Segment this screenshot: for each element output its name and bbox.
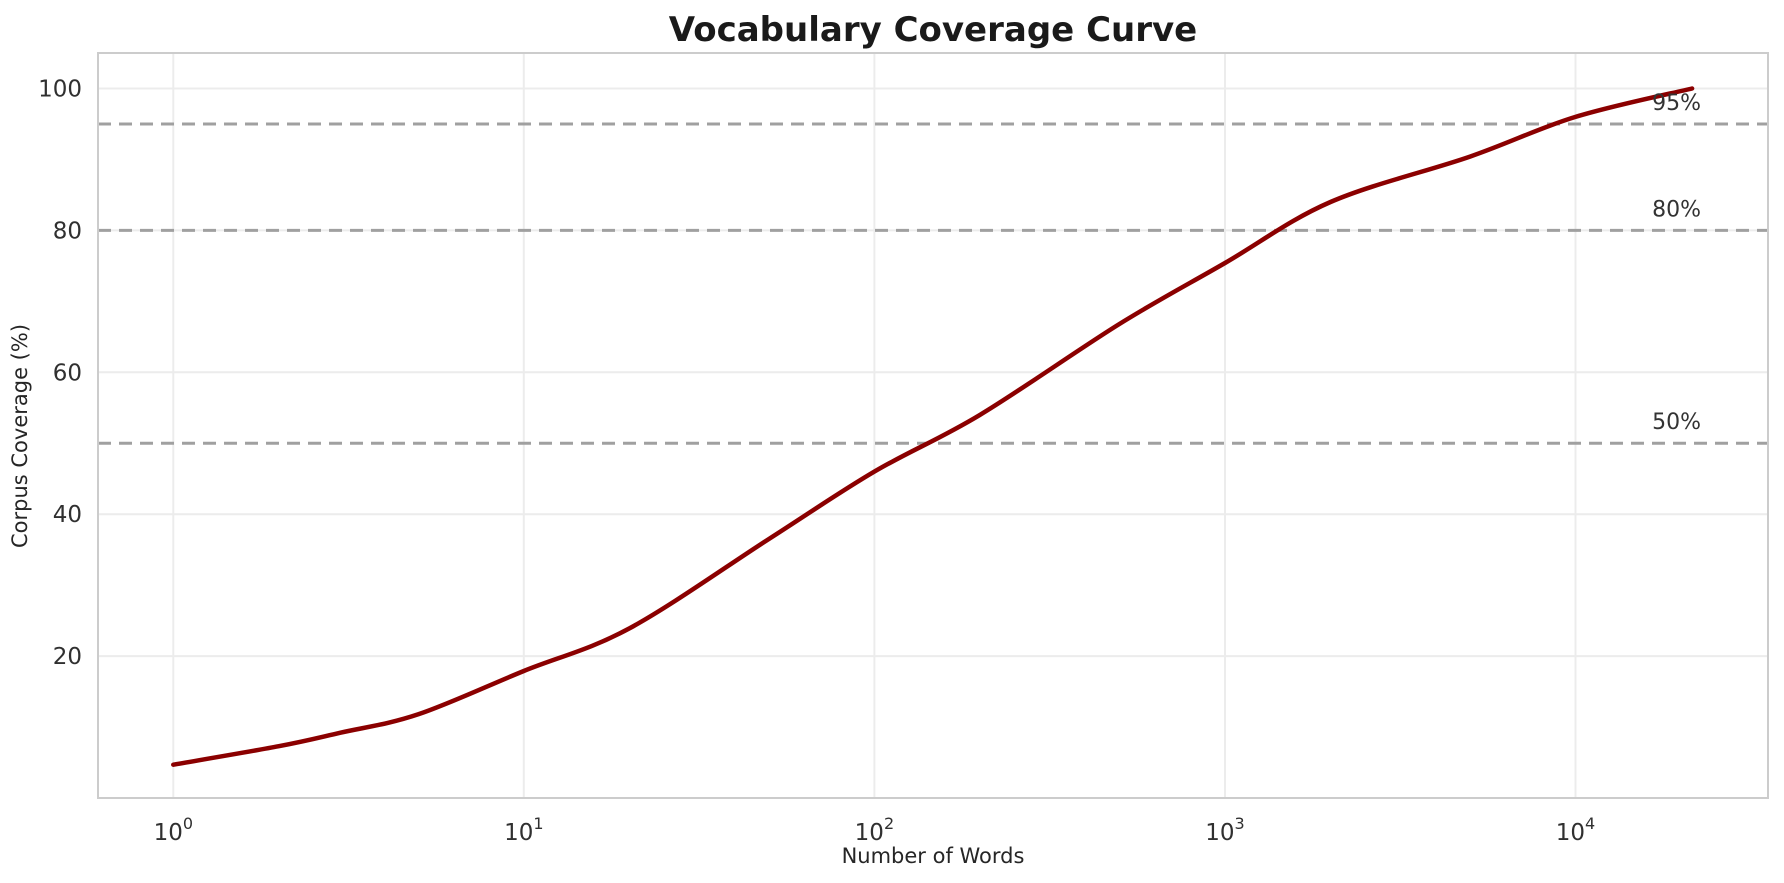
- x-tick-10e4: 104: [1556, 814, 1595, 846]
- reference-label-95: 95%: [1652, 91, 1701, 116]
- coverage-curve: [171, 86, 1695, 767]
- x-tick-10e1: 101: [504, 814, 543, 846]
- y-tick-20: 20: [53, 644, 82, 670]
- x-tick-exponent: 0: [183, 814, 193, 833]
- x-tick-exponent: 1: [533, 814, 543, 833]
- reference-lines: [98, 122, 1768, 445]
- x-tick-10e2: 102: [855, 814, 894, 846]
- y-tick-80: 80: [53, 218, 82, 244]
- y-tick-100: 100: [38, 77, 82, 103]
- x-tick-exponent: 2: [884, 814, 894, 833]
- y-tick-60: 60: [53, 360, 82, 386]
- x-tick-exponent: 4: [1585, 814, 1595, 833]
- plot-border: [97, 52, 1769, 799]
- x-tick-exponent: 3: [1235, 814, 1245, 833]
- y-tick-labels: 20 40 60 80 100: [38, 77, 82, 671]
- reference-line-labels: 50% 80% 95%: [1652, 91, 1701, 435]
- grid-lines: [98, 53, 1768, 798]
- x-tick-10e3: 103: [1205, 814, 1244, 846]
- x-axis-label: Number of Words: [842, 844, 1025, 868]
- y-axis-label: Corpus Coverage (%): [8, 324, 32, 548]
- reference-label-80: 80%: [1652, 197, 1701, 222]
- y-tick-40: 40: [53, 502, 82, 528]
- reference-label-50: 50%: [1652, 410, 1701, 435]
- x-tick-10e0: 100: [154, 814, 193, 846]
- x-tick-labels: 100 101 102 103 104: [154, 814, 1596, 846]
- chart-title: Vocabulary Coverage Curve: [669, 10, 1197, 50]
